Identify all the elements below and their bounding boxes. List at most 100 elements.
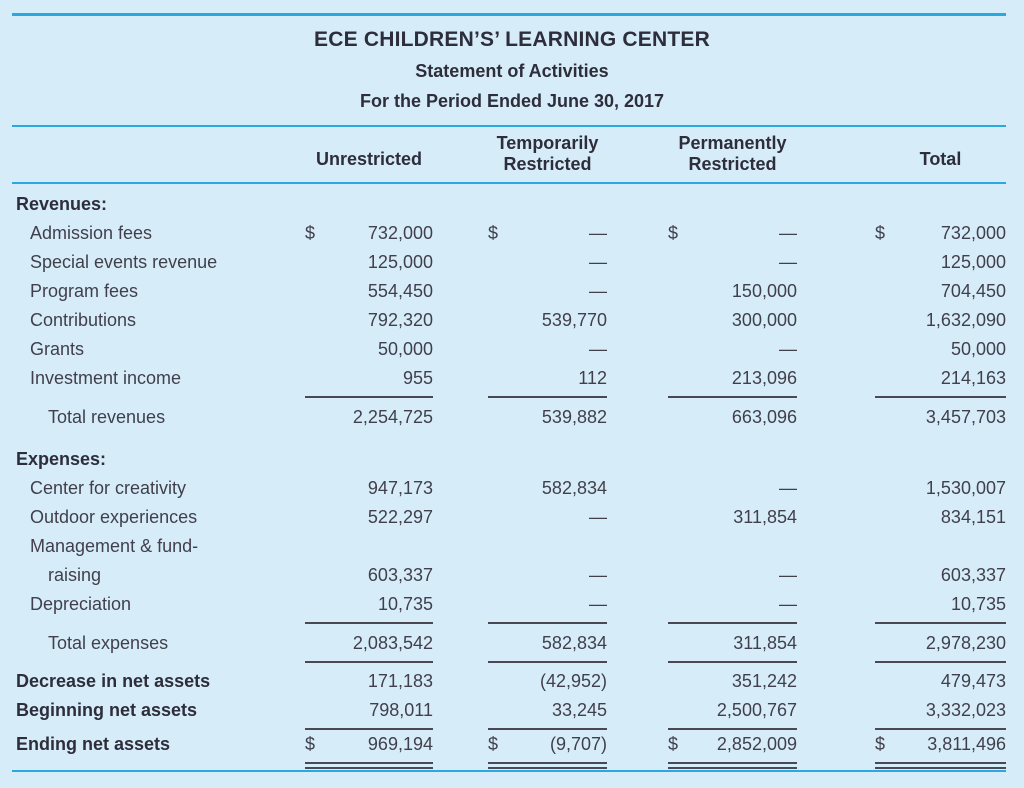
- cell-total: 704,450: [875, 277, 1006, 306]
- cell-unrestricted: 792,320: [305, 306, 433, 335]
- amount: 582,834: [541, 633, 607, 653]
- amount: —: [589, 507, 607, 527]
- cell-permanently-restricted: 311,854: [668, 629, 797, 663]
- amount: 2,254,725: [352, 407, 433, 427]
- amount: 798,011: [369, 700, 433, 720]
- row-label: Center for creativity: [30, 478, 187, 498]
- net-assets-rows: Decrease in net assets 171,183 (42,952) 351…: [0, 667, 1024, 769]
- table-row: Ending net assets $969,194 $ (9,707) $2,852,…: [0, 730, 1024, 769]
- organization-name: ECE CHILDREN’S’ LEARNING CENTER: [314, 28, 710, 51]
- amount: —: [779, 565, 797, 585]
- amount: 213,096: [731, 368, 797, 388]
- cell-unrestricted: 10,735: [305, 590, 433, 624]
- amount: (42,952): [539, 671, 607, 691]
- amount: 125,000: [367, 252, 433, 272]
- amount: 1,632,090: [925, 310, 1006, 330]
- dollar-sign: $: [875, 223, 886, 243]
- column-header-text: Restricted: [688, 154, 777, 174]
- cell-temporarily-restricted: —: [488, 561, 607, 590]
- amount: 3,457,703: [925, 407, 1006, 427]
- cell-unrestricted: 947,173: [305, 474, 433, 503]
- amount: 50,000: [950, 339, 1006, 359]
- cell-temporarily-restricted: $ (9,707): [488, 730, 607, 769]
- amount: 522,297: [367, 507, 433, 527]
- dollar-sign: $: [668, 734, 679, 754]
- row-label: Outdoor experiences: [30, 507, 198, 527]
- row-label: Total expenses: [48, 633, 169, 653]
- cell-permanently-restricted: 150,000: [668, 277, 797, 306]
- amount: 479,473: [940, 671, 1006, 691]
- amount: 33,245: [551, 700, 607, 720]
- amount: 214,163: [940, 368, 1006, 388]
- dollar-sign: $: [875, 734, 886, 754]
- row-label: Decrease in net assets: [16, 671, 211, 691]
- column-header-total: Total: [875, 149, 1006, 170]
- cell-temporarily-restricted: 582,834: [488, 474, 607, 503]
- section-header-expenses: Expenses:: [16, 449, 107, 469]
- amount: 311,854: [733, 507, 797, 527]
- cell-permanently-restricted: 351,242: [668, 667, 797, 696]
- table-row: Special events revenue 125,000 — — 125,000: [0, 248, 1024, 277]
- cell-temporarily-restricted: 539,882: [488, 403, 607, 432]
- cell-temporarily-restricted: —: [488, 590, 607, 624]
- top-rule: [12, 13, 1006, 16]
- table-row: Outdoor experiences 522,297 — 311,854 834,15…: [0, 503, 1024, 532]
- table-row: Admission fees $732,000 $ — $ — $732,000: [0, 219, 1024, 248]
- row-label: Program fees: [30, 281, 139, 301]
- amount: 947,173: [367, 478, 433, 498]
- cell-unrestricted: 798,011: [305, 696, 433, 730]
- amount: —: [589, 339, 607, 359]
- amount: 3,811,496: [927, 734, 1006, 754]
- table-row: Program fees 554,450 — 150,000 704,450: [0, 277, 1024, 306]
- cell-total: 2,978,230: [875, 629, 1006, 663]
- amount: —: [779, 478, 797, 498]
- row-label: raising: [48, 565, 102, 585]
- cell-unrestricted: 522,297: [305, 503, 433, 532]
- amount: 351,242: [731, 671, 797, 691]
- table-row: Center for creativity 947,173 582,834 — 1,53…: [0, 474, 1024, 503]
- table-row: Management & fund-: [0, 532, 1024, 561]
- row-label: Contributions: [30, 310, 137, 330]
- row-label: Special events revenue: [30, 252, 218, 272]
- dollar-sign: $: [305, 734, 316, 754]
- table-row: Beginning net assets 798,011 33,245 2,500,7…: [0, 696, 1024, 730]
- row-label: Grants: [30, 339, 85, 359]
- cell-unrestricted: 125,000: [305, 248, 433, 277]
- table-row: Grants 50,000 — — 50,000: [0, 335, 1024, 364]
- cell-total: $3,811,496: [875, 730, 1006, 769]
- amount: —: [779, 252, 797, 272]
- amount: 663,096: [731, 407, 797, 427]
- cell-unrestricted: 171,183: [305, 667, 433, 696]
- amount: 792,320: [367, 310, 433, 330]
- cell-total: 125,000: [875, 248, 1006, 277]
- expenses-total-row: Total expenses 2,083,542 582,834 311,854 2,9…: [0, 629, 1024, 663]
- cell-temporarily-restricted: —: [488, 503, 607, 532]
- column-header-unrestricted: Unrestricted: [305, 149, 433, 170]
- table-row: Contributions 792,320 539,770 300,000 1,632,…: [0, 306, 1024, 335]
- cell-permanently-restricted: 2,500,767: [668, 696, 797, 730]
- cell-permanently-restricted: 311,854: [668, 503, 797, 532]
- amount: 3,332,023: [925, 700, 1006, 720]
- amount: 311,854: [733, 633, 797, 653]
- amount: 50,000: [377, 339, 433, 359]
- cell-total: 834,151: [875, 503, 1006, 532]
- row-label: Total revenues: [48, 407, 166, 427]
- row-label: Beginning net assets: [16, 700, 198, 720]
- cell-total: 1,530,007: [875, 474, 1006, 503]
- table-row: raising 603,337 — — 603,337: [0, 561, 1024, 590]
- statement-period: For the Period Ended June 30, 2017: [359, 91, 665, 111]
- amount: 300,000: [731, 310, 797, 330]
- amount: —: [779, 339, 797, 359]
- cell-permanently-restricted: —: [668, 248, 797, 277]
- amount: 2,083,542: [352, 633, 433, 653]
- expenses-rows: Center for creativity 947,173 582,834 — 1,53…: [0, 474, 1024, 624]
- cell-total: 10,735: [875, 590, 1006, 624]
- cell-unrestricted: 50,000: [305, 335, 433, 364]
- cell-temporarily-restricted: 539,770: [488, 306, 607, 335]
- cell-total: 50,000: [875, 335, 1006, 364]
- statement-title: Statement of Activities: [415, 61, 609, 81]
- amount: 732,000: [940, 223, 1006, 243]
- row-label: Management & fund-: [30, 536, 199, 556]
- amount: —: [779, 223, 797, 243]
